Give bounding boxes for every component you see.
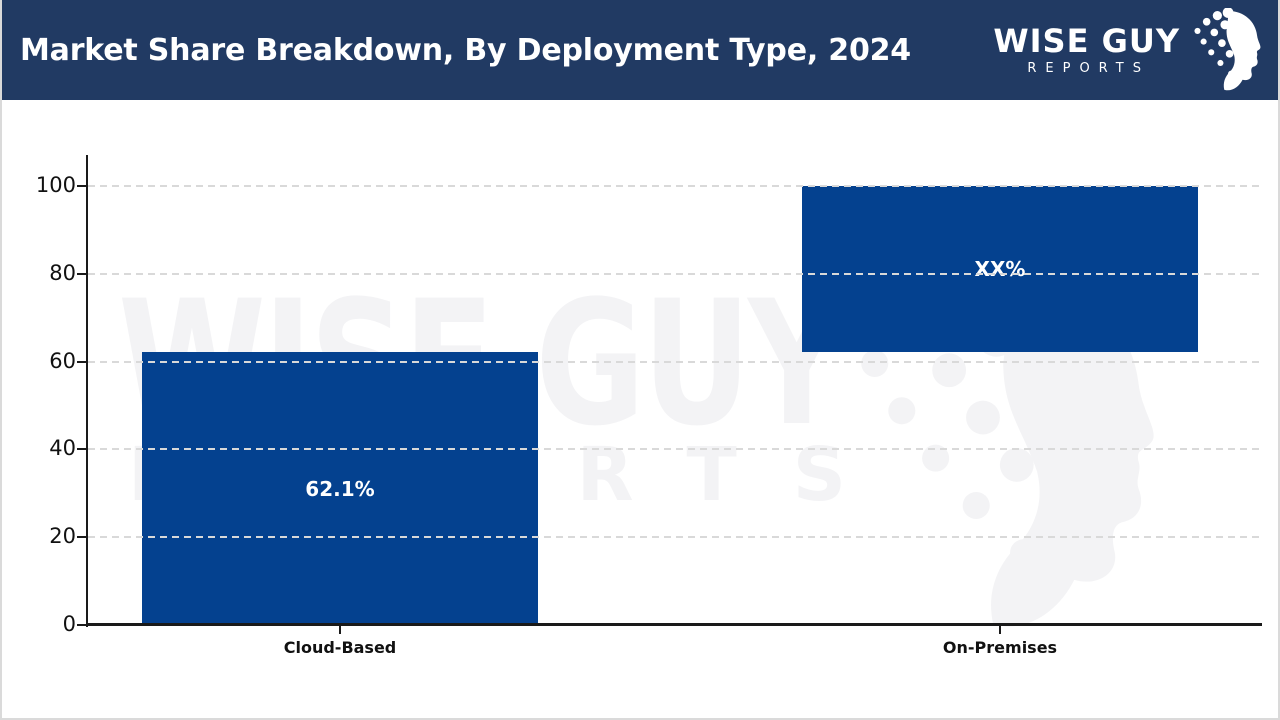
wiseguy-logo: WISE GUY REPORTS: [993, 0, 1264, 100]
chart-title: Market Share Breakdown, By Deployment Ty…: [20, 32, 911, 68]
y-tick-20: [77, 536, 86, 539]
x-category-label-cloud-based: Cloud-Based: [283, 638, 397, 657]
logo-subtitle: REPORTS: [1027, 61, 1150, 76]
gridline-80: [88, 272, 1262, 275]
x-category-label-on-premises: On-Premises: [942, 638, 1058, 657]
y-tick-label-60: 60: [49, 348, 76, 373]
bar-cloud-based: 62.1%: [142, 352, 538, 625]
y-tick-60: [77, 360, 86, 363]
y-tick-label-20: 20: [49, 524, 76, 549]
y-tick-label-80: 80: [49, 260, 76, 285]
y-axis-spine: [86, 155, 88, 627]
header-banner: Market Share Breakdown, By Deployment Ty…: [0, 0, 1280, 100]
gridline-60: [88, 360, 1262, 363]
bar-on-premises: XX%: [802, 186, 1198, 353]
y-tick-80: [77, 272, 86, 275]
x-tick-on-premises: [999, 625, 1001, 634]
gridline-20: [88, 536, 1262, 539]
gridline-100: [88, 185, 1262, 187]
y-tick-label-40: 40: [49, 436, 76, 461]
y-tick-100: [77, 185, 86, 187]
y-tick-label-100: 100: [35, 173, 76, 197]
y-tick-label-0: 0: [62, 612, 76, 636]
logo-wordmark: WISE GUY: [993, 22, 1180, 60]
bar-value-label-on-premises: XX%: [974, 257, 1026, 282]
x-axis-spine: [86, 623, 1262, 626]
logo-head-icon: [1194, 8, 1261, 91]
y-tick-0: [77, 624, 86, 626]
bar-value-label-cloud-based: 62.1%: [305, 476, 375, 501]
x-tick-cloud-based: [339, 625, 341, 634]
gridline-40: [88, 448, 1262, 451]
y-tick-40: [77, 448, 86, 451]
